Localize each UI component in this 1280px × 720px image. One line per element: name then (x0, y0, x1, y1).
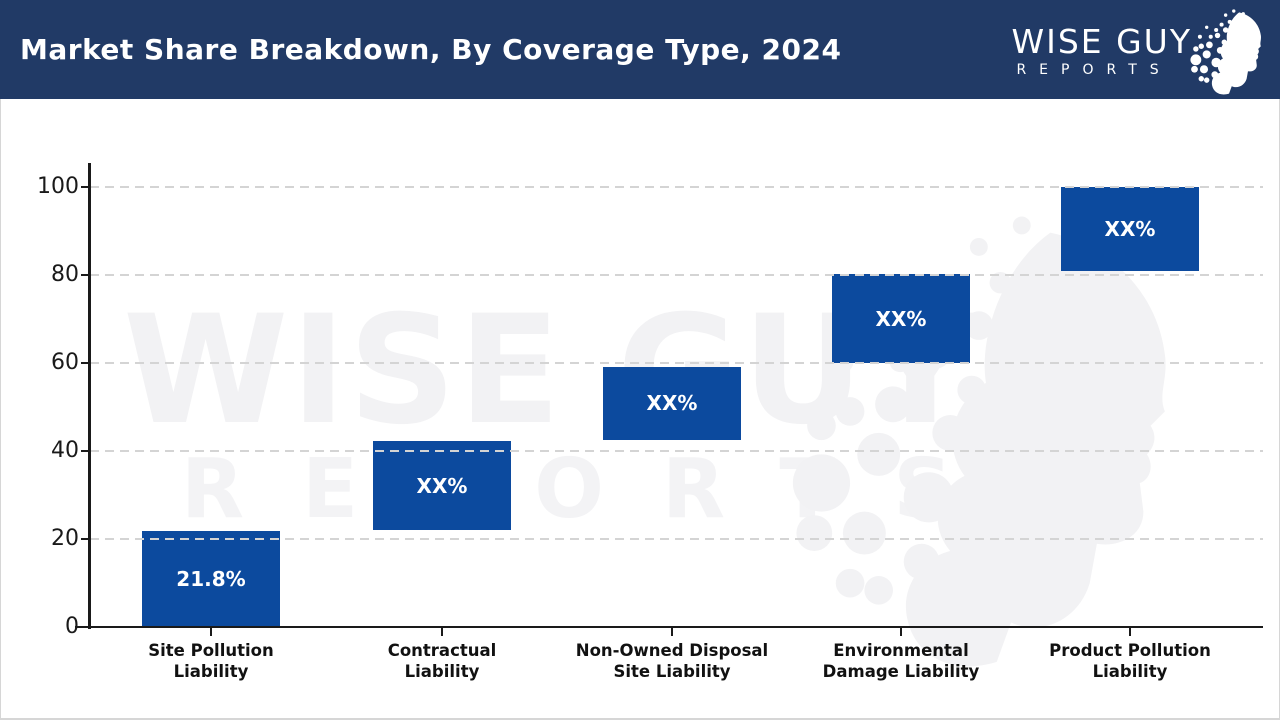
y-axis-tick-mark-20 (81, 538, 89, 540)
y-axis-tick-label-20: 20 (51, 526, 79, 551)
x-axis-tick-mark-product-pollution-liability (1129, 627, 1131, 636)
x-axis-label-line: Liability (1092, 662, 1168, 681)
x-axis-label-line: Non-Owned Disposal (575, 641, 769, 660)
bar-value-label: XX% (875, 306, 927, 331)
y-axis-tick-label-40: 40 (51, 438, 79, 463)
y-axis-tick-mark-100 (81, 186, 89, 188)
x-axis-label-line: Liability (404, 662, 480, 681)
x-axis-line (75, 625, 1263, 628)
x-axis-tick-mark-contractual-liability (441, 627, 443, 636)
header-bar: Market Share Breakdown, By Coverage Type… (0, 0, 1280, 99)
y-axis-tick-mark-40 (81, 450, 89, 452)
x-axis-label-contractual-liability: Contractual Liability (312, 640, 572, 682)
bar-value-label: XX% (1104, 216, 1156, 241)
bar-site-pollution-liability: 21.8% (142, 531, 280, 627)
x-axis-label-product-pollution-liability: Product Pollution Liability (1000, 640, 1260, 682)
y-axis-tick-label-60: 60 (51, 350, 79, 375)
x-axis-label-line: Liability (173, 662, 249, 681)
x-axis-label-non-owned-disposal-site-liability: Non-Owned Disposal Site Liability (542, 640, 802, 682)
x-axis-label-line: Contractual (387, 641, 497, 660)
bar-value-label: XX% (416, 473, 468, 498)
x-axis-label-line: Site Pollution (148, 641, 274, 660)
x-axis-label-line: Site Liability (613, 662, 731, 681)
bar-product-pollution-liability: XX% (1061, 187, 1199, 271)
bar-contractual-liability: XX% (373, 440, 511, 531)
x-axis-tick-mark-environmental-damage-liability (900, 627, 902, 636)
bar-environmental-damage-liability: XX% (832, 274, 970, 363)
gridline-100 (90, 186, 1263, 188)
x-axis-tick-mark-site-pollution-liability (210, 627, 212, 636)
logo-wordmark: WISE GUY REPORTS (1011, 22, 1192, 79)
y-axis-line (88, 163, 91, 629)
bar-non-owned-disposal-site-liability: XX% (603, 366, 741, 440)
y-axis-tick-label-80: 80 (51, 262, 79, 287)
y-axis-tick-mark-60 (81, 362, 89, 364)
x-axis-label-line: Environmental (833, 641, 969, 660)
gridline-80 (90, 274, 1263, 276)
wise-guy-head-icon (1186, 7, 1268, 95)
chart-title: Market Share Breakdown, By Coverage Type… (20, 33, 842, 66)
wise-guy-logo: WISE GUY REPORTS (1011, 6, 1268, 96)
chart-area: WISE GUY REPORTS 21.8% XX% XX% XX% XX% 0 20 40 6… (0, 99, 1280, 720)
x-axis-label-site-pollution-liability: Site Pollution Liability (81, 640, 341, 682)
bar-value-label: 21.8% (176, 567, 246, 592)
gridline-60 (90, 362, 1263, 364)
y-axis-tick-mark-80 (81, 274, 89, 276)
bar-value-label: XX% (646, 391, 698, 416)
logo-wordmark-sub: REPORTS (1016, 62, 1172, 78)
logo-wordmark-main: WISE GUY (1011, 22, 1192, 61)
y-axis-tick-label-100: 100 (37, 174, 79, 199)
x-axis-label-environmental-damage-liability: Environmental Damage Liability (771, 640, 1031, 682)
x-axis-label-line: Damage Liability (822, 662, 980, 681)
y-axis-tick-label-0: 0 (65, 614, 79, 639)
x-axis-tick-mark-non-owned-disposal-site-liability (671, 627, 673, 636)
x-axis-label-line: Product Pollution (1049, 641, 1211, 660)
gridline-20 (90, 538, 1263, 540)
gridline-40 (90, 450, 1263, 452)
